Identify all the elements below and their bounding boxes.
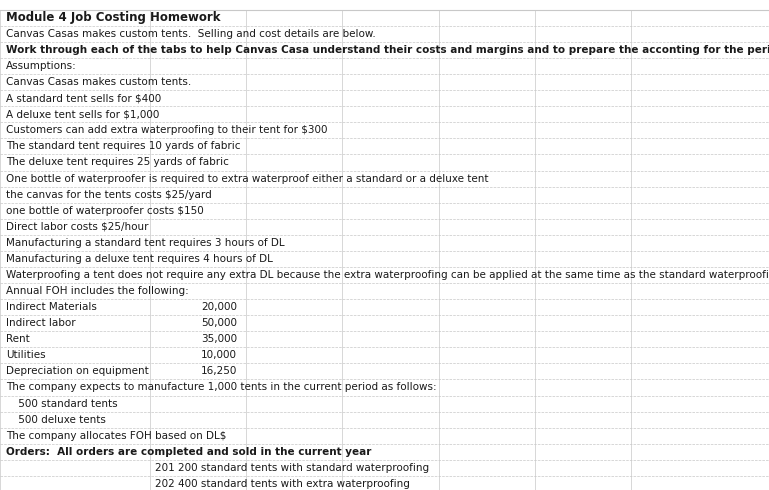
Text: Utilities: Utilities <box>6 350 46 360</box>
Text: the canvas for the tents costs $25/yard: the canvas for the tents costs $25/yard <box>6 190 212 199</box>
Text: The standard tent requires 10 yards of fabric: The standard tent requires 10 yards of f… <box>6 142 241 151</box>
Text: The company expects to manufacture 1,000 tents in the current period as follows:: The company expects to manufacture 1,000… <box>6 383 437 392</box>
Text: The deluxe tent requires 25 yards of fabric: The deluxe tent requires 25 yards of fab… <box>6 157 229 168</box>
Text: Customers can add extra waterproofing to their tent for $300: Customers can add extra waterproofing to… <box>6 125 328 135</box>
Text: 500 deluxe tents: 500 deluxe tents <box>15 415 106 425</box>
Text: 202 400 standard tents with extra waterproofing: 202 400 standard tents with extra waterp… <box>155 479 409 489</box>
Text: 16,250: 16,250 <box>201 367 237 376</box>
Text: A deluxe tent sells for $1,000: A deluxe tent sells for $1,000 <box>6 109 159 119</box>
Text: One bottle of waterproofer is required to extra waterproof either a standard or : One bottle of waterproofer is required t… <box>6 173 488 184</box>
Text: Manufacturing a deluxe tent requires 4 hours of DL: Manufacturing a deluxe tent requires 4 h… <box>6 254 273 264</box>
Text: Assumptions:: Assumptions: <box>6 61 77 71</box>
Text: Rent: Rent <box>6 334 30 344</box>
Text: The company allocates FOH based on DL$: The company allocates FOH based on DL$ <box>6 431 227 441</box>
Text: 50,000: 50,000 <box>201 318 237 328</box>
Text: 35,000: 35,000 <box>201 334 237 344</box>
Text: Manufacturing a standard tent requires 3 hours of DL: Manufacturing a standard tent requires 3… <box>6 238 285 248</box>
Text: Annual FOH includes the following:: Annual FOH includes the following: <box>6 286 189 296</box>
Text: Canvas Casas makes custom tents.: Canvas Casas makes custom tents. <box>6 77 191 87</box>
Text: Indirect Materials: Indirect Materials <box>6 302 97 312</box>
Text: 10,000: 10,000 <box>201 350 237 360</box>
Text: A standard tent sells for $400: A standard tent sells for $400 <box>6 93 161 103</box>
Text: Direct labor costs $25/hour: Direct labor costs $25/hour <box>6 222 148 232</box>
Text: 201 200 standard tents with standard waterproofing: 201 200 standard tents with standard wat… <box>155 463 428 473</box>
Text: Waterproofing a tent does not require any extra DL because the extra waterproofi: Waterproofing a tent does not require an… <box>6 270 769 280</box>
Text: Canvas Casas makes custom tents.  Selling and cost details are below.: Canvas Casas makes custom tents. Selling… <box>6 29 376 39</box>
Text: one bottle of waterproofer costs $150: one bottle of waterproofer costs $150 <box>6 206 204 216</box>
Text: 20,000: 20,000 <box>201 302 237 312</box>
Text: Work through each of the tabs to help Canvas Casa understand their costs and mar: Work through each of the tabs to help Ca… <box>6 45 769 55</box>
Text: Orders:  All orders are completed and sold in the current year: Orders: All orders are completed and sol… <box>6 447 371 457</box>
Text: Indirect labor: Indirect labor <box>6 318 76 328</box>
Text: Module 4 Job Costing Homework: Module 4 Job Costing Homework <box>6 11 221 24</box>
Text: 500 standard tents: 500 standard tents <box>15 398 118 409</box>
Text: Depreciation on equipment: Depreciation on equipment <box>6 367 149 376</box>
